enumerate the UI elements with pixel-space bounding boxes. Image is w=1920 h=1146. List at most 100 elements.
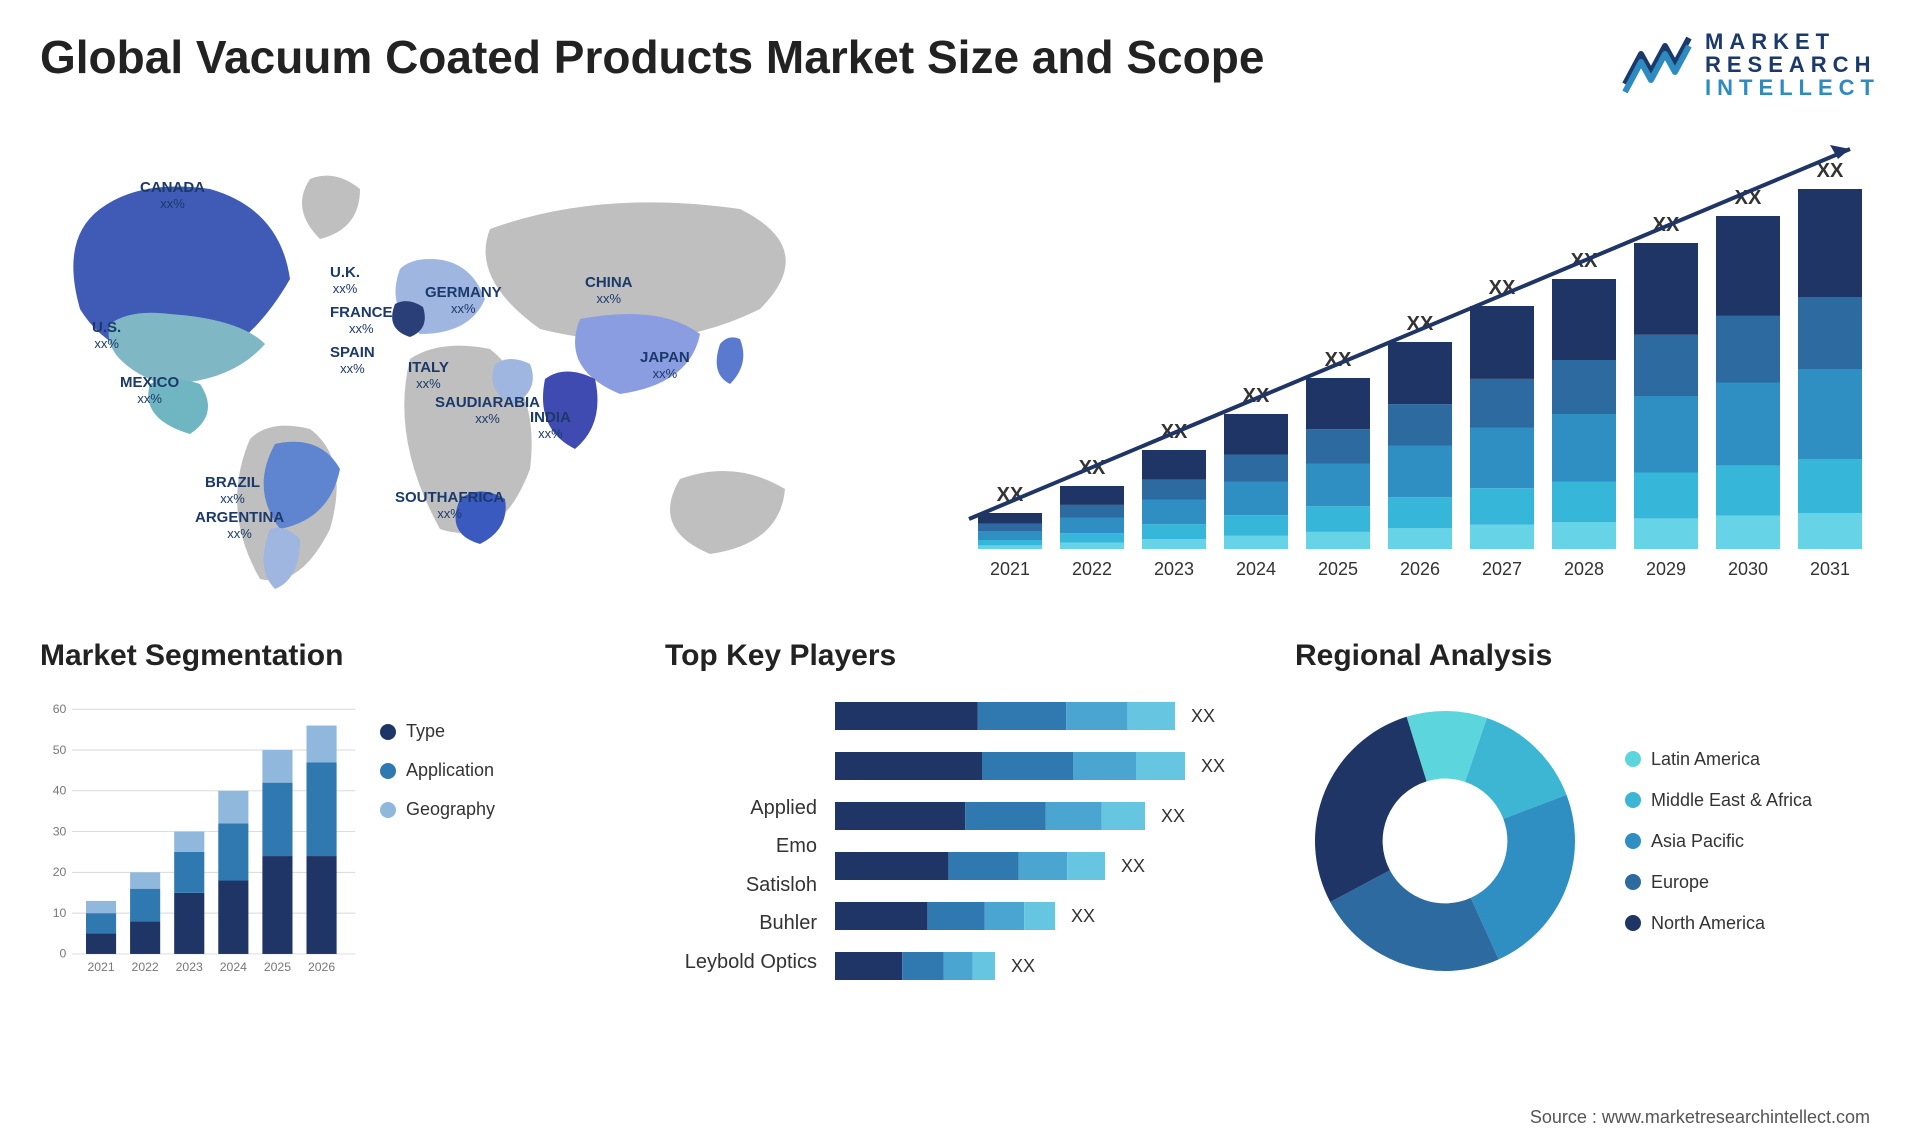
map-country-value: xx% bbox=[435, 412, 540, 427]
map-country-label: INDIAxx% bbox=[530, 409, 571, 441]
svg-text:20: 20 bbox=[53, 865, 67, 879]
map-country-name: U.K. bbox=[330, 264, 360, 281]
key-player-label: Leybold Optics bbox=[685, 951, 817, 974]
map-country-label: SAUDIARABIAxx% bbox=[435, 394, 540, 426]
segmentation-chart-svg: 0102030405060202120222023202420252026 bbox=[40, 691, 360, 991]
regional-donut-svg bbox=[1295, 691, 1595, 991]
key-player-label: Emo bbox=[776, 835, 817, 858]
brand-logo: MARKET RESEARCH INTELLECT bbox=[1621, 30, 1880, 99]
segmentation-legend-item: Application bbox=[380, 760, 495, 781]
map-country-label: ITALYxx% bbox=[408, 359, 449, 391]
svg-text:60: 60 bbox=[53, 702, 67, 716]
map-country-value: xx% bbox=[120, 392, 179, 407]
map-country-label: JAPANxx% bbox=[640, 349, 690, 381]
map-country-name: CANADA bbox=[140, 179, 205, 196]
svg-text:2026: 2026 bbox=[1400, 559, 1440, 579]
key-players-title: Top Key Players bbox=[665, 639, 1255, 673]
svg-text:30: 30 bbox=[53, 825, 67, 839]
legend-label: Geography bbox=[406, 799, 495, 820]
segmentation-title: Market Segmentation bbox=[40, 639, 625, 673]
svg-text:XX: XX bbox=[1161, 806, 1185, 826]
map-country-label: GERMANYxx% bbox=[425, 284, 502, 316]
map-country-name: FRANCE bbox=[330, 304, 393, 321]
legend-swatch bbox=[1625, 833, 1641, 849]
svg-text:2027: 2027 bbox=[1482, 559, 1522, 579]
regional-legend: Latin America Middle East & Africa Asia Pa… bbox=[1625, 749, 1812, 934]
world-map: CANADAxx%U.S.xx%MEXICOxx%BRAZILxx%ARGENT… bbox=[40, 159, 900, 599]
map-country-value: xx% bbox=[195, 527, 284, 542]
map-country-name: CHINA bbox=[585, 274, 633, 291]
map-country-value: xx% bbox=[140, 197, 205, 212]
map-country-value: xx% bbox=[530, 427, 571, 442]
map-country-label: CANADAxx% bbox=[140, 179, 205, 211]
map-country-label: MEXICOxx% bbox=[120, 374, 179, 406]
svg-text:2026: 2026 bbox=[308, 960, 335, 974]
map-country-value: xx% bbox=[330, 322, 393, 337]
svg-text:2023: 2023 bbox=[1154, 559, 1194, 579]
map-country-name: SAUDI bbox=[435, 394, 482, 411]
svg-text:2031: 2031 bbox=[1810, 559, 1850, 579]
map-country-label: SPAINxx% bbox=[330, 344, 375, 376]
map-country-name: SOUTH bbox=[395, 489, 448, 506]
growth-chart: XX2021XX2022XX2023XX2024XX2025XX2026XX20… bbox=[960, 119, 1880, 599]
map-country-value: xx% bbox=[425, 302, 502, 317]
map-country-name: ARGENTINA bbox=[195, 509, 284, 526]
legend-swatch bbox=[1625, 792, 1641, 808]
map-country-value: xx% bbox=[585, 292, 633, 307]
legend-label: Application bbox=[406, 760, 494, 781]
legend-swatch bbox=[380, 724, 396, 740]
svg-text:XX: XX bbox=[1011, 956, 1035, 976]
map-country-value: xx% bbox=[395, 507, 504, 522]
legend-swatch bbox=[1625, 751, 1641, 767]
footer-source: Source : www.marketresearchintellect.com bbox=[1530, 1107, 1870, 1128]
key-players-labels: Applied Emo Satisloh Buhler Leybold Optics bbox=[665, 691, 835, 991]
segmentation-legend-item: Geography bbox=[380, 799, 495, 820]
legend-label: Europe bbox=[1651, 872, 1709, 893]
map-country-label: CHINAxx% bbox=[585, 274, 633, 306]
svg-text:2025: 2025 bbox=[264, 960, 291, 974]
map-country-name: AFRICA bbox=[448, 489, 505, 506]
svg-text:2023: 2023 bbox=[176, 960, 203, 974]
svg-text:2028: 2028 bbox=[1564, 559, 1604, 579]
growth-chart-svg: XX2021XX2022XX2023XX2024XX2025XX2026XX20… bbox=[960, 119, 1880, 599]
svg-text:XX: XX bbox=[1191, 706, 1215, 726]
key-player-label: Applied bbox=[750, 797, 817, 820]
key-player-label: Buhler bbox=[759, 912, 817, 935]
logo-line2: RESEARCH bbox=[1705, 53, 1880, 76]
key-players-chart-svg: XXXXXXXXXXXX bbox=[835, 691, 1255, 991]
svg-text:2024: 2024 bbox=[1236, 559, 1276, 579]
regional-panel: Regional Analysis Latin America Middle Ea… bbox=[1295, 639, 1880, 991]
legend-label: Type bbox=[406, 721, 445, 742]
map-country-label: U.S.xx% bbox=[92, 319, 121, 351]
map-country-value: xx% bbox=[92, 337, 121, 352]
key-player-label: Satisloh bbox=[746, 874, 817, 897]
segmentation-legend-item: Type bbox=[380, 721, 495, 742]
regional-legend-item: Asia Pacific bbox=[1625, 831, 1812, 852]
map-country-value: xx% bbox=[408, 377, 449, 392]
regional-title: Regional Analysis bbox=[1295, 639, 1880, 673]
legend-label: Latin America bbox=[1651, 749, 1760, 770]
regional-legend-item: Europe bbox=[1625, 872, 1812, 893]
map-country-value: xx% bbox=[330, 282, 360, 297]
logo-line1: MARKET bbox=[1705, 30, 1880, 53]
legend-label: Middle East & Africa bbox=[1651, 790, 1812, 811]
map-country-name: GERMANY bbox=[425, 284, 502, 301]
map-country-name: INDIA bbox=[530, 409, 571, 426]
map-country-name: ITALY bbox=[408, 359, 449, 376]
svg-text:2021: 2021 bbox=[990, 559, 1030, 579]
key-players-panel: Top Key Players Applied Emo Satisloh Buhler… bbox=[665, 639, 1255, 991]
legend-swatch bbox=[380, 802, 396, 818]
svg-text:10: 10 bbox=[53, 906, 67, 920]
logo-line3: INTELLECT bbox=[1705, 76, 1880, 99]
svg-text:XX: XX bbox=[1071, 906, 1095, 926]
svg-text:2022: 2022 bbox=[132, 960, 159, 974]
svg-text:0: 0 bbox=[60, 947, 67, 961]
map-country-name: U.S. bbox=[92, 319, 121, 336]
map-country-value: xx% bbox=[330, 362, 375, 377]
regional-legend-item: Latin America bbox=[1625, 749, 1812, 770]
svg-text:2021: 2021 bbox=[87, 960, 114, 974]
svg-text:2030: 2030 bbox=[1728, 559, 1768, 579]
map-country-label: ARGENTINAxx% bbox=[195, 509, 284, 541]
map-country-name: SPAIN bbox=[330, 344, 375, 361]
svg-text:2022: 2022 bbox=[1072, 559, 1112, 579]
